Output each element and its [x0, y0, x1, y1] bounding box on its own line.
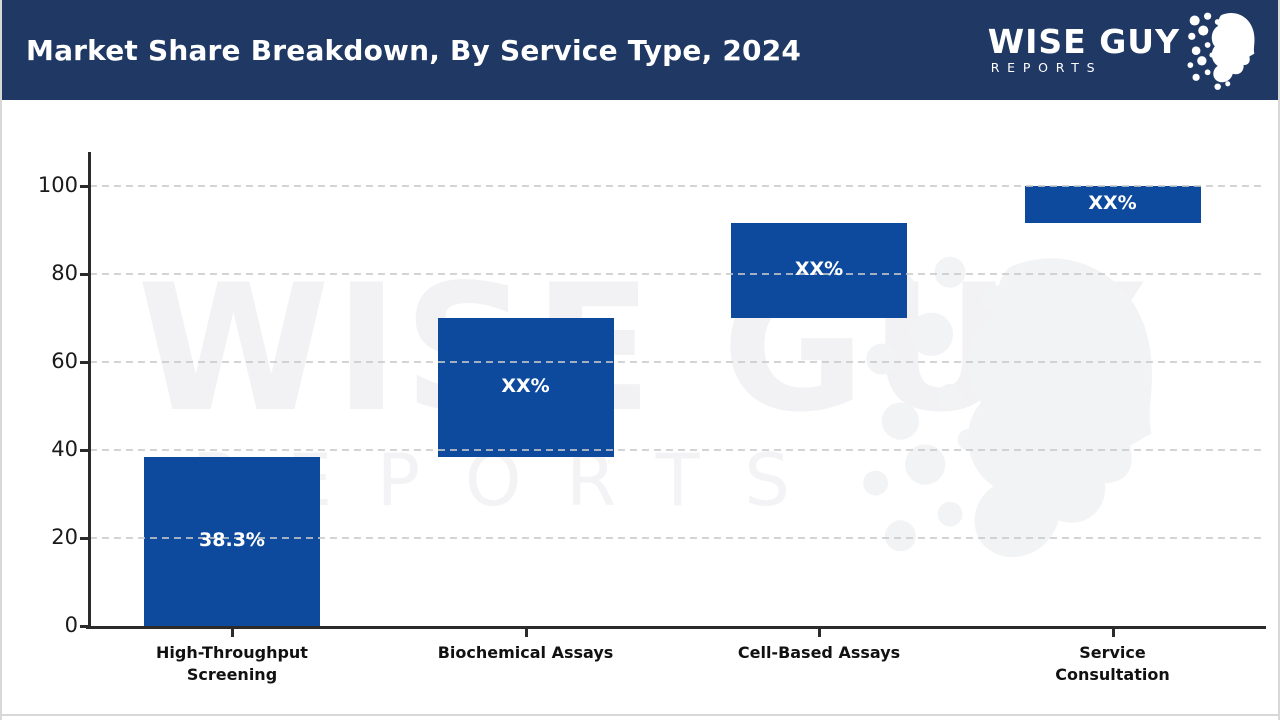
page-border [2, 714, 1278, 716]
gridline [90, 537, 1264, 539]
x-axis-category-label: Biochemical Assays [437, 643, 614, 662]
y-axis-tick-label: 20 [51, 525, 78, 549]
x-axis-tick-mark [1111, 629, 1115, 637]
logo-subtitle: REPORTS [990, 60, 1103, 76]
bar-value-label: XX% [501, 374, 550, 397]
logo-text: WISE GUY REPORTS [988, 25, 1180, 75]
waterfall-bar [731, 223, 907, 318]
y-axis-tick-mark [80, 625, 89, 628]
page-title: Market Share Breakdown, By Service Type,… [26, 33, 802, 67]
y-axis-tick-label: 60 [51, 349, 78, 373]
header: Market Share Breakdown, By Service Type,… [2, 0, 1278, 100]
bar-value-label: 38.3% [199, 528, 265, 551]
y-axis-tick-label: 80 [51, 261, 78, 285]
y-axis-tick-mark [80, 449, 89, 452]
waterfall-chart: 38.3% XX% XX% XX% 0 20 40 60 80 100 High-Throughpu… [2, 100, 1278, 720]
bar-value-label: XX% [794, 257, 844, 280]
x-axis-tick-mark [231, 629, 234, 637]
waterfall-bar [1024, 186, 1201, 224]
y-axis-line [88, 152, 91, 629]
wise-guy-logo: WISE GUY REPORTS [988, 9, 1258, 91]
x-axis-category-label: Cell-Based Assays [737, 643, 901, 662]
logo-wordmark: WISE GUY [987, 22, 1180, 62]
y-axis-tick-label: 40 [51, 437, 78, 461]
gridline [90, 273, 1264, 275]
y-axis-tick-mark [80, 537, 89, 540]
x-axis-line [86, 626, 1266, 629]
y-axis-tick-label: 100 [37, 173, 78, 197]
y-axis-tick-mark [80, 185, 89, 188]
y-axis-tick-mark [80, 273, 89, 276]
watermark-face-icon [863, 256, 1152, 558]
wise-guy-face-icon [1187, 12, 1255, 90]
y-axis-tick-label: 0 [64, 613, 78, 637]
bar-value-label: XX% [1088, 191, 1137, 214]
x-axis-category-label: High-Throughput Screening [156, 643, 308, 684]
gridline [90, 185, 1264, 187]
y-axis-tick-mark [80, 361, 89, 364]
x-axis-tick-mark [818, 629, 821, 637]
x-axis-tick-mark [524, 629, 528, 637]
x-axis-category-label: Service Consultation [1055, 643, 1170, 684]
waterfall-bar [437, 318, 614, 458]
gridline [90, 361, 1264, 363]
waterfall-bar [144, 457, 320, 626]
gridline [90, 449, 1264, 451]
